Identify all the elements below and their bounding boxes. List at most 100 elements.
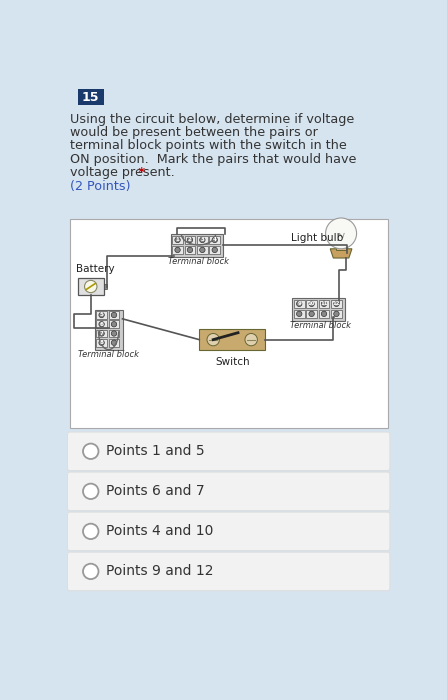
Bar <box>171 234 223 258</box>
Bar <box>197 246 208 254</box>
Text: Terminal block: Terminal block <box>290 321 350 330</box>
FancyBboxPatch shape <box>67 512 390 551</box>
Bar <box>78 90 104 105</box>
Text: terminal block points with the switch in the: terminal block points with the switch in… <box>70 139 346 153</box>
Bar <box>197 236 208 244</box>
Circle shape <box>200 237 205 243</box>
Bar <box>185 236 195 244</box>
Text: 2: 2 <box>188 237 192 242</box>
Circle shape <box>99 312 104 318</box>
Text: 6: 6 <box>100 322 104 327</box>
Text: Battery: Battery <box>76 264 114 274</box>
Circle shape <box>83 484 98 499</box>
Circle shape <box>111 331 117 336</box>
Circle shape <box>111 312 117 318</box>
Bar <box>337 243 346 251</box>
Text: Points 6 and 7: Points 6 and 7 <box>106 484 205 498</box>
Bar <box>306 309 317 318</box>
Bar <box>319 300 329 308</box>
Text: 12: 12 <box>333 301 340 307</box>
Text: (2 Points): (2 Points) <box>70 180 131 193</box>
Circle shape <box>83 524 98 539</box>
Text: Switch: Switch <box>215 356 249 367</box>
Circle shape <box>325 218 357 248</box>
Bar <box>78 278 104 295</box>
Bar <box>96 311 107 318</box>
Circle shape <box>200 247 205 253</box>
Bar <box>199 329 265 351</box>
Text: 4: 4 <box>213 237 217 242</box>
Circle shape <box>84 280 97 293</box>
Text: Points 4 and 10: Points 4 and 10 <box>106 524 214 538</box>
Bar <box>331 300 342 308</box>
Text: 3: 3 <box>200 237 204 242</box>
Bar <box>96 330 107 337</box>
Bar <box>95 309 122 350</box>
Text: voltage present.: voltage present. <box>70 166 175 179</box>
FancyBboxPatch shape <box>67 552 390 591</box>
Circle shape <box>187 237 193 243</box>
Bar <box>294 309 305 318</box>
Circle shape <box>111 321 117 327</box>
Text: 9: 9 <box>297 301 301 307</box>
Bar <box>96 321 107 328</box>
Text: 10: 10 <box>308 301 316 307</box>
Bar <box>185 246 195 254</box>
Bar <box>172 246 183 254</box>
Bar <box>294 300 305 308</box>
Text: would be present between the pairs or: would be present between the pairs or <box>70 126 318 139</box>
Circle shape <box>175 237 180 243</box>
Bar <box>109 330 119 337</box>
Circle shape <box>175 247 180 253</box>
Circle shape <box>245 333 257 346</box>
Bar <box>209 246 220 254</box>
Text: *: * <box>134 166 145 179</box>
Circle shape <box>309 311 314 316</box>
Bar <box>172 236 183 244</box>
Circle shape <box>296 311 302 316</box>
Text: Points 1 and 5: Points 1 and 5 <box>106 444 205 458</box>
Bar <box>306 300 317 308</box>
Text: 15: 15 <box>82 90 100 104</box>
FancyBboxPatch shape <box>67 472 390 510</box>
Bar <box>292 298 345 321</box>
Text: 1: 1 <box>176 237 179 242</box>
Circle shape <box>334 311 339 316</box>
Circle shape <box>212 237 217 243</box>
Bar <box>331 309 342 318</box>
Bar <box>96 339 107 346</box>
Text: 7: 7 <box>100 331 104 336</box>
Circle shape <box>99 331 104 336</box>
Text: Using the circuit below, determine if voltage: Using the circuit below, determine if vo… <box>70 113 354 126</box>
Text: 11: 11 <box>320 301 328 307</box>
Text: ON position.  Mark the pairs that would have: ON position. Mark the pairs that would h… <box>70 153 356 165</box>
Bar <box>70 218 388 428</box>
Bar <box>109 339 119 346</box>
Circle shape <box>309 301 314 307</box>
Text: Terminal block: Terminal block <box>78 350 139 358</box>
Text: Points 9 and 12: Points 9 and 12 <box>106 564 214 578</box>
Circle shape <box>296 301 302 307</box>
Circle shape <box>321 301 327 307</box>
FancyBboxPatch shape <box>67 432 390 470</box>
Bar <box>104 284 107 289</box>
Text: 5: 5 <box>100 312 104 318</box>
Circle shape <box>111 340 117 345</box>
Text: Light bulb: Light bulb <box>291 233 343 243</box>
Circle shape <box>321 311 327 316</box>
Circle shape <box>212 247 217 253</box>
Circle shape <box>99 340 104 345</box>
Text: Terminal block: Terminal block <box>168 258 229 266</box>
Circle shape <box>83 564 98 579</box>
Bar <box>209 236 220 244</box>
Bar <box>109 311 119 318</box>
Bar <box>319 309 329 318</box>
Circle shape <box>334 301 339 307</box>
Text: 8: 8 <box>100 340 104 345</box>
Circle shape <box>99 321 104 327</box>
Circle shape <box>83 444 98 459</box>
Polygon shape <box>330 248 352 258</box>
Circle shape <box>187 247 193 253</box>
Circle shape <box>207 333 219 346</box>
Bar <box>109 321 119 328</box>
